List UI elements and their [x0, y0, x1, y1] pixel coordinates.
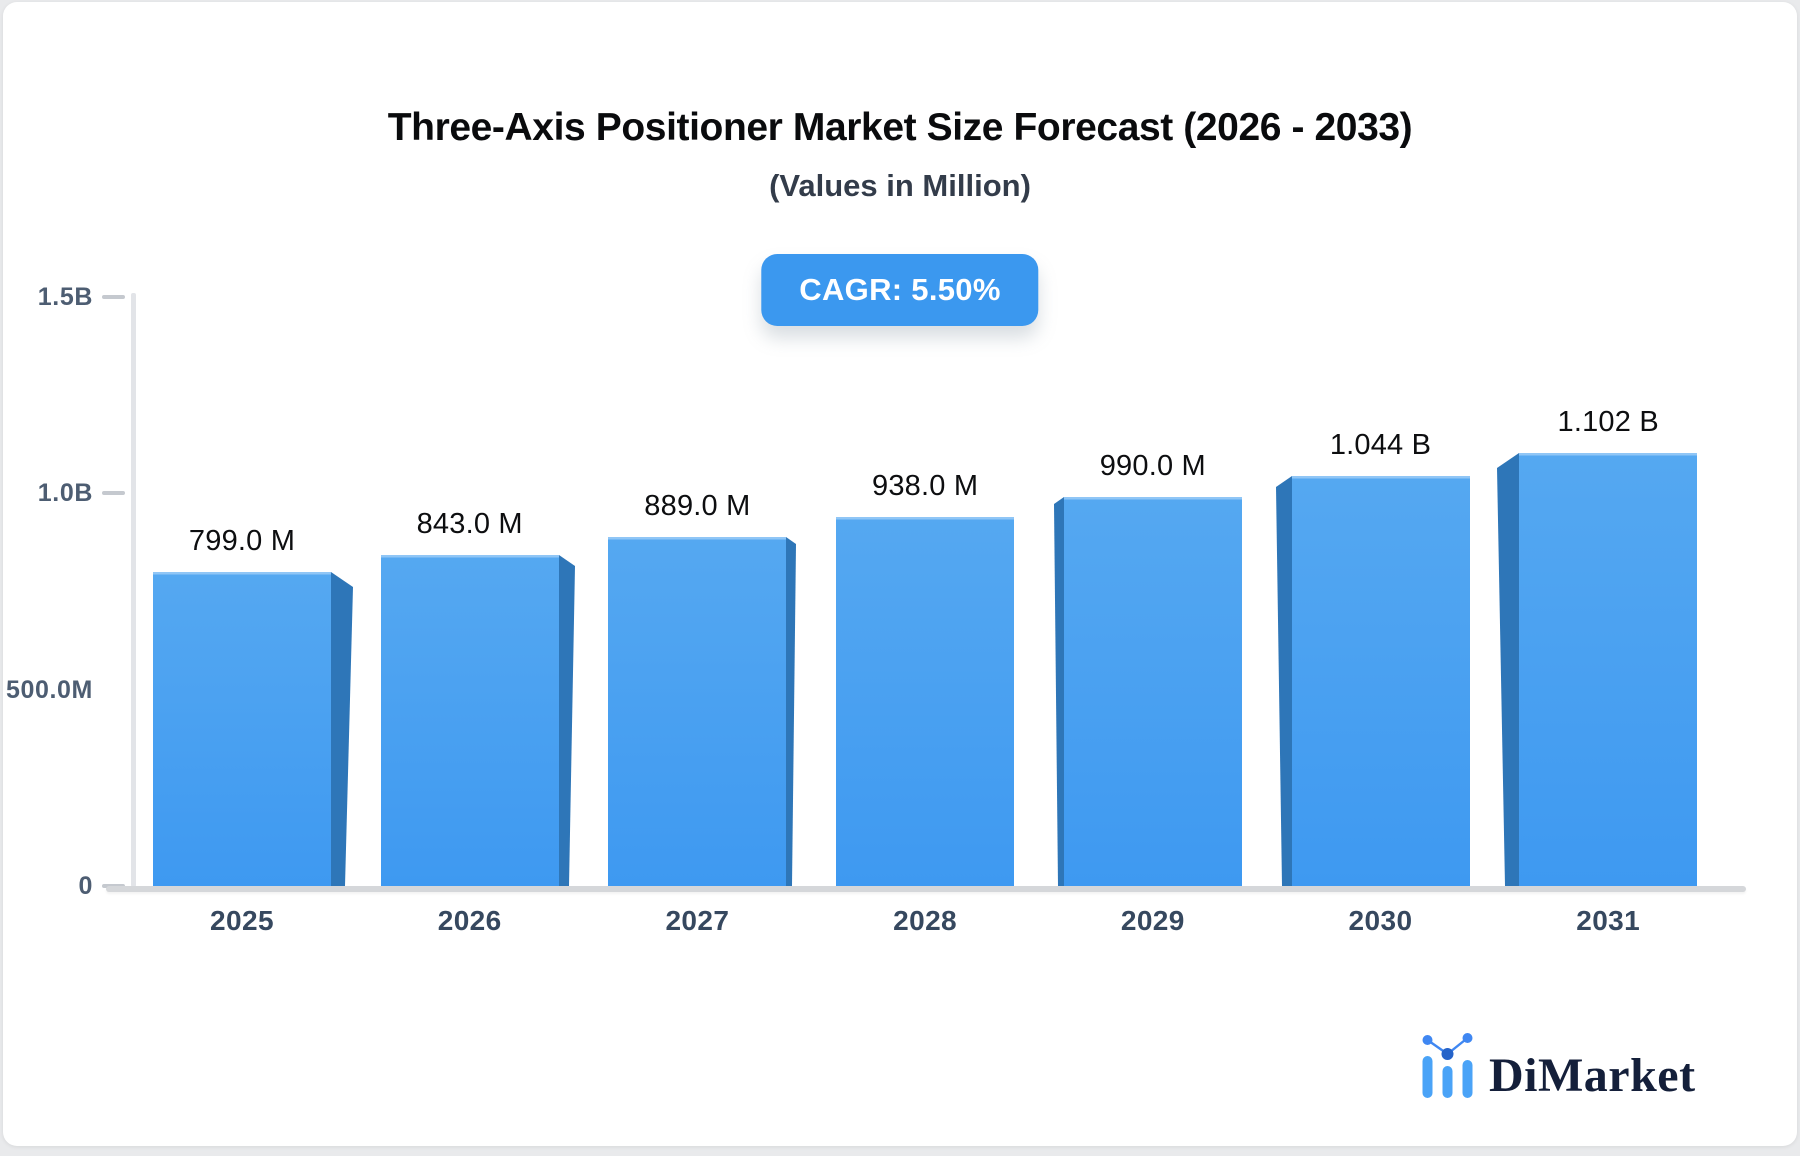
brand-name: DiMarket: [1489, 1048, 1696, 1102]
bar-side-face: [1275, 476, 1292, 886]
bar-2027: [608, 537, 797, 886]
y-axis-tick-label-0: 0: [78, 872, 93, 900]
bar-group-2028: [836, 517, 1015, 886]
y-axis-tick-label-500.0M: 500.0M: [6, 675, 93, 704]
x-axis-baseline: [106, 886, 1746, 892]
bar-value-label-2027: 889.0 M: [644, 490, 751, 522]
x-axis-label-2030: 2030: [1348, 905, 1413, 936]
bar-value-label-2026: 843.0 M: [416, 508, 523, 540]
bar-side-face: [558, 555, 575, 886]
bar-top-edge: [153, 572, 331, 575]
bar-group-2029: [1053, 497, 1242, 886]
bar-group-2025: [153, 572, 353, 886]
bar-main-face: [608, 537, 787, 886]
y-axis-line: [131, 293, 136, 887]
bar-top-edge: [608, 537, 787, 540]
bar-group-2027: [608, 537, 797, 886]
plot-area: 1.5B 1.0B 500.0M 0 799.0 M 2025 843.0 M 2026 889…: [3, 2, 1797, 1146]
bar-side-face: [786, 537, 797, 886]
y-axis-tick-label-1.5B: 1.5B: [37, 282, 93, 311]
bar-top-edge: [380, 555, 559, 558]
bar-value-label-2028: 938.0 M: [872, 470, 979, 502]
bar-value-label-2029: 990.0 M: [1099, 450, 1206, 482]
brand-logo: DiMarket: [1421, 1030, 1696, 1102]
bar-2030: [1275, 476, 1470, 886]
y-axis-tick-label-1.0B: 1.0B: [37, 479, 93, 507]
bar-2026: [380, 555, 575, 886]
cagr-badge: CAGR: 5.50%: [761, 254, 1039, 326]
bar-group-2031: [1497, 453, 1698, 886]
x-axis-label-2031: 2031: [1576, 905, 1641, 936]
chart-card: Three-Axis Positioner Market Size Foreca…: [3, 2, 1797, 1146]
bar-side-face: [1497, 453, 1520, 886]
bar-main-face: [1519, 453, 1698, 886]
x-axis-label-2025: 2025: [210, 905, 274, 936]
bar-2031: [1497, 453, 1698, 886]
bar-top-edge: [1519, 453, 1698, 456]
bar-2029: [1053, 497, 1242, 886]
bar-main-face: [1291, 476, 1470, 886]
y-axis-tick-dash: [102, 294, 125, 299]
bar-group-2026: [380, 555, 575, 886]
bar-top-edge: [1291, 476, 1470, 479]
bar-top-edge: [1063, 497, 1242, 500]
bar-2028: [836, 517, 1015, 886]
x-axis-label-2029: 2029: [1120, 905, 1185, 936]
bar-main-face: [153, 572, 331, 886]
bar-side-face: [1053, 497, 1064, 886]
bar-2025: [153, 572, 353, 886]
bar-group-2030: [1275, 476, 1470, 886]
bar-value-label-2030: 1.044 B: [1329, 429, 1432, 461]
chart-subtitle: (Values in Million): [769, 168, 1031, 203]
chart-title: Three-Axis Positioner Market Size Foreca…: [387, 106, 1413, 149]
bar-chart-logo-icon: [1422, 1033, 1473, 1098]
bar-main-face: [1063, 497, 1242, 886]
bar-side-face: [331, 572, 353, 886]
bar-top-edge: [836, 517, 1015, 520]
bar-value-label-2031: 1.102 B: [1557, 406, 1659, 438]
y-axis-tick-dash: [102, 491, 125, 495]
bar-value-label-2025: 799.0 M: [188, 525, 296, 557]
x-axis-label-2027: 2027: [665, 905, 730, 936]
x-axis-label-2026: 2026: [437, 905, 502, 936]
bar-main-face: [380, 555, 559, 886]
bar-main-face: [836, 517, 1015, 886]
x-axis-label-2028: 2028: [893, 905, 958, 936]
